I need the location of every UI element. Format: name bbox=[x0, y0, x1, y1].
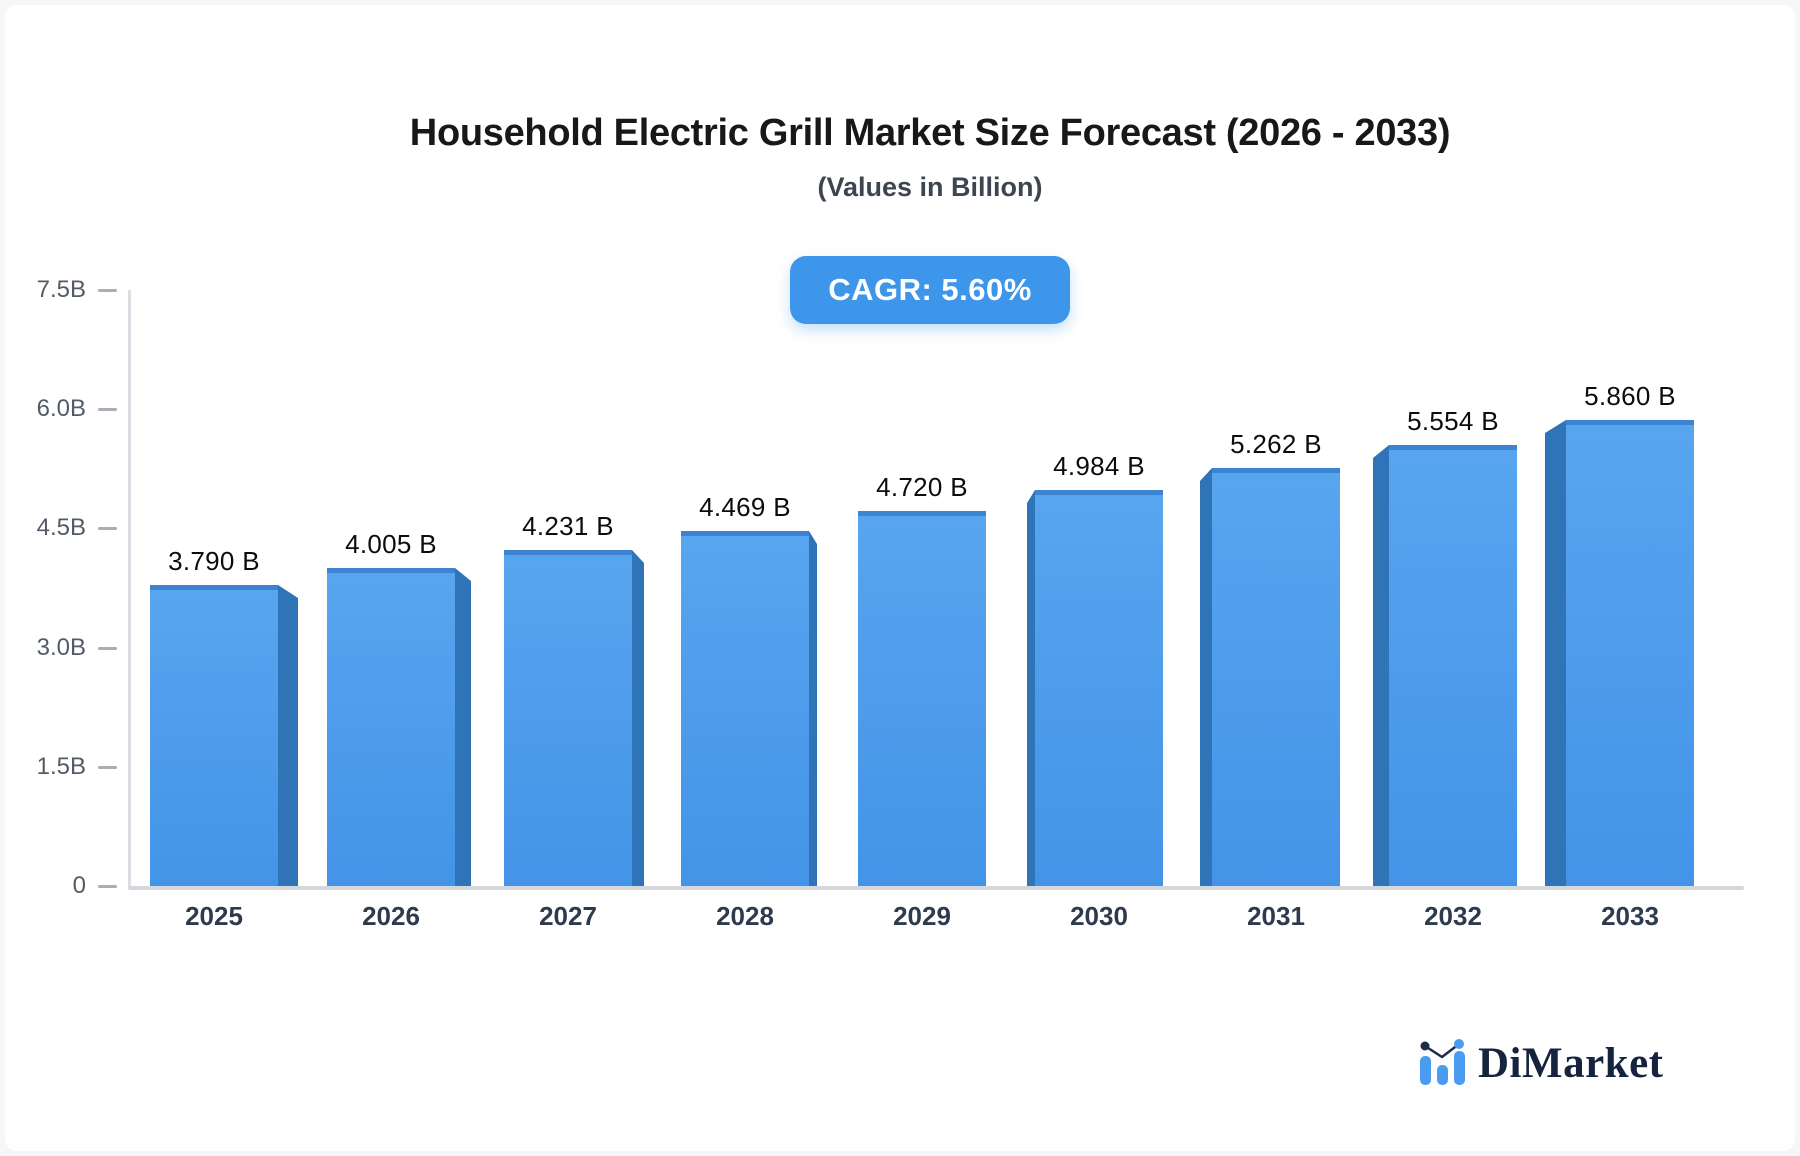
logo-text: DiMarket bbox=[1478, 1039, 1664, 1087]
y-tick-label: 1.5B bbox=[36, 752, 86, 780]
bar-value-label-2029: 4.720 B bbox=[876, 472, 968, 502]
y-tick-label: 6.0B bbox=[36, 395, 86, 423]
bar-value-label-2026: 4.005 B bbox=[345, 529, 437, 559]
bar-2029 bbox=[858, 511, 986, 886]
y-tick-label: 7.5B bbox=[36, 276, 86, 303]
bar-value-label-2027: 4.231 B bbox=[522, 511, 614, 541]
cagr-badge-row: CAGR: 5.60% bbox=[130, 256, 1730, 324]
chart-title: Household Electric Grill Market Size For… bbox=[409, 112, 1451, 154]
x-axis-label-2026: 2026 bbox=[362, 901, 420, 931]
bar-value-label-2025: 3.790 B bbox=[168, 546, 260, 576]
y-tick-mark bbox=[98, 765, 117, 769]
bar-side-face-2025 bbox=[278, 585, 298, 886]
bar-value-label-2030: 4.984 B bbox=[1053, 451, 1145, 481]
y-tick-label: 0 bbox=[72, 872, 86, 899]
bar-side-face-2026 bbox=[455, 568, 471, 886]
y-tick-label: 3.0B bbox=[36, 633, 86, 661]
x-axis-label-2025: 2025 bbox=[185, 901, 243, 931]
cagr-badge: CAGR: 5.60% bbox=[790, 256, 1070, 324]
x-axis-label-2030: 2030 bbox=[1070, 901, 1128, 931]
bar-2033 bbox=[1566, 420, 1694, 886]
cagr-badge-label: CAGR: 5.60% bbox=[828, 272, 1032, 307]
bar-2028 bbox=[681, 531, 809, 886]
y-tick-mark bbox=[98, 289, 117, 292]
bar-value-label-2033: 5.860 B bbox=[1584, 381, 1676, 411]
bar-side-face-2031 bbox=[1200, 468, 1212, 886]
y-tick-label: 4.5B bbox=[36, 514, 86, 542]
bar-side-face-2032 bbox=[1373, 445, 1389, 886]
y-tick-mark bbox=[98, 408, 117, 412]
bar-side-face-2027 bbox=[632, 550, 644, 886]
bar-value-label-2032: 5.554 B bbox=[1407, 406, 1499, 436]
y-axis-line bbox=[128, 290, 131, 887]
bar-2032 bbox=[1389, 445, 1517, 886]
x-axis-label-2031: 2031 bbox=[1247, 901, 1305, 931]
x-axis-label-2033: 2033 bbox=[1601, 901, 1659, 931]
bar-2025 bbox=[150, 585, 278, 886]
bar-side-face-2028 bbox=[809, 531, 817, 886]
bar-2027 bbox=[504, 550, 632, 886]
x-axis-line bbox=[128, 886, 1744, 890]
bar-value-label-2031: 5.262 B bbox=[1230, 429, 1322, 459]
chart-subtitle: (Values in Billion) bbox=[817, 172, 1043, 202]
bar-side-face-2033 bbox=[1545, 420, 1566, 886]
y-tick-mark bbox=[98, 885, 117, 888]
bar-2030 bbox=[1035, 490, 1163, 886]
bar-chart-logo-icon bbox=[1420, 1039, 1465, 1085]
dimarket-logo: DiMarket bbox=[1418, 1032, 1664, 1094]
x-axis-label-2028: 2028 bbox=[716, 901, 774, 931]
bar-2026 bbox=[327, 568, 455, 886]
y-tick-mark bbox=[98, 527, 117, 531]
bar-side-face-2030 bbox=[1027, 490, 1035, 886]
x-axis-label-2027: 2027 bbox=[539, 901, 597, 931]
bar-2031 bbox=[1212, 468, 1340, 886]
x-axis-label-2032: 2032 bbox=[1424, 901, 1482, 931]
y-tick-mark bbox=[98, 646, 117, 650]
x-axis-label-2029: 2029 bbox=[893, 901, 951, 931]
bar-value-label-2028: 4.469 B bbox=[699, 492, 791, 522]
